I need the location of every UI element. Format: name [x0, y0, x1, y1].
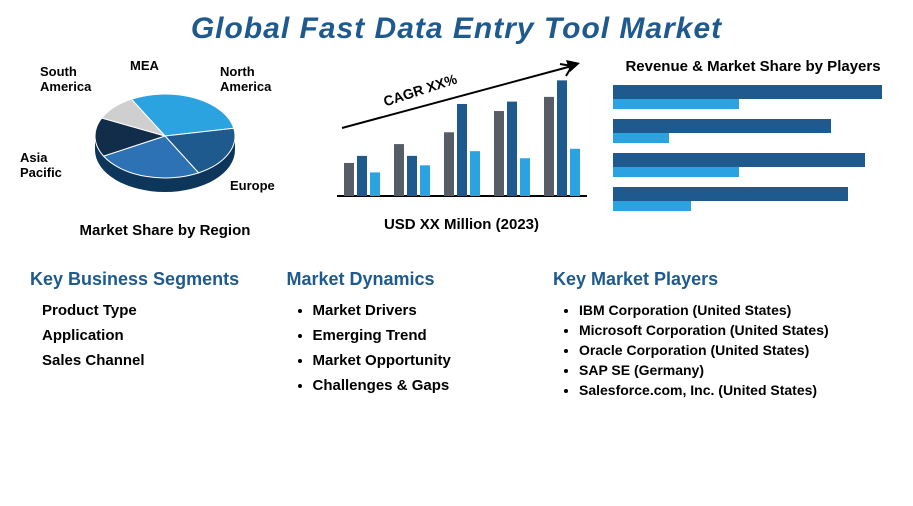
bar — [507, 102, 517, 196]
hbar-sub — [613, 201, 691, 211]
dynamics-title: Market Dynamics — [287, 269, 547, 290]
dynamics-item: Emerging Trend — [313, 327, 547, 344]
player-item: IBM Corporation (United States) — [579, 302, 883, 318]
bar — [357, 156, 367, 196]
bar — [444, 132, 454, 196]
segment-item: Application — [42, 327, 280, 344]
bar — [457, 104, 467, 196]
player-item: Microsoft Corporation (United States) — [579, 322, 883, 338]
player-item: Salesforce.com, Inc. (United States) — [579, 382, 883, 398]
bar-caption: USD XX Million (2023) — [322, 216, 602, 233]
player-item: Oracle Corporation (United States) — [579, 342, 883, 358]
hbar-main — [613, 119, 831, 133]
bar — [494, 111, 504, 196]
pie-slice-label: SouthAmerica — [40, 64, 91, 94]
charts-row: NorthAmerica Europe AsiaPacific SouthAmeric… — [20, 58, 893, 239]
players-col: Key Market Players IBM Corporation (Unit… — [553, 269, 883, 402]
hbar-sub — [613, 99, 739, 109]
pie-slice-label: MEA — [130, 58, 159, 73]
player-item: SAP SE (Germany) — [579, 362, 883, 378]
hbar-main — [613, 85, 882, 99]
hbar-row — [613, 119, 893, 143]
pie-chart-block: NorthAmerica Europe AsiaPacific SouthAmeric… — [20, 58, 310, 239]
dynamics-item: Challenges & Gaps — [313, 377, 547, 394]
bar — [557, 80, 567, 196]
dynamics-item: Market Drivers — [313, 302, 547, 319]
hbar-sub — [613, 133, 669, 143]
bar-chart-block: CAGR XX% USD XX Million (2023) — [322, 58, 602, 233]
pie-chart: NorthAmerica Europe AsiaPacific SouthAmeric… — [20, 58, 310, 218]
hbar-block: Revenue & Market Share by Players — [613, 58, 893, 221]
bar-chart: CAGR XX% — [322, 58, 602, 208]
bar — [394, 144, 404, 196]
dynamics-list: Market Drivers Emerging Trend Market Oppor… — [287, 302, 547, 394]
hbar-main — [613, 187, 848, 201]
bottom-row: Key Business Segments Product Type Applic… — [20, 269, 893, 402]
hbar-main — [613, 153, 865, 167]
dynamics-col: Market Dynamics Market Drivers Emerging T… — [287, 269, 547, 402]
bar — [470, 151, 480, 196]
dynamics-item: Market Opportunity — [313, 352, 547, 369]
players-list: IBM Corporation (United States) Microsoft… — [553, 302, 883, 398]
pie-caption: Market Share by Region — [20, 222, 310, 239]
bar — [544, 97, 554, 196]
segment-item: Product Type — [42, 302, 280, 319]
segment-item: Sales Channel — [42, 352, 280, 369]
hbar-row — [613, 153, 893, 177]
segments-title: Key Business Segments — [30, 269, 280, 290]
hbar-row — [613, 85, 893, 109]
bar — [407, 156, 417, 196]
pie-slice-label: Europe — [230, 178, 275, 193]
pie-slice-label: AsiaPacific — [20, 150, 62, 180]
hbar-sub — [613, 167, 739, 177]
segments-list: Product Type Application Sales Channel — [30, 302, 280, 369]
bar — [570, 149, 580, 196]
bar — [344, 163, 354, 196]
hbar-row — [613, 187, 893, 211]
bar — [420, 165, 430, 196]
hbar-title: Revenue & Market Share by Players — [613, 58, 893, 75]
bar — [520, 158, 530, 196]
page-title: Global Fast Data Entry Tool Market — [20, 12, 893, 46]
players-title: Key Market Players — [553, 269, 883, 290]
segments-col: Key Business Segments Product Type Applic… — [30, 269, 280, 402]
hbar-chart — [613, 85, 893, 211]
bar — [370, 172, 380, 196]
pie-slice-label: NorthAmerica — [220, 64, 271, 94]
